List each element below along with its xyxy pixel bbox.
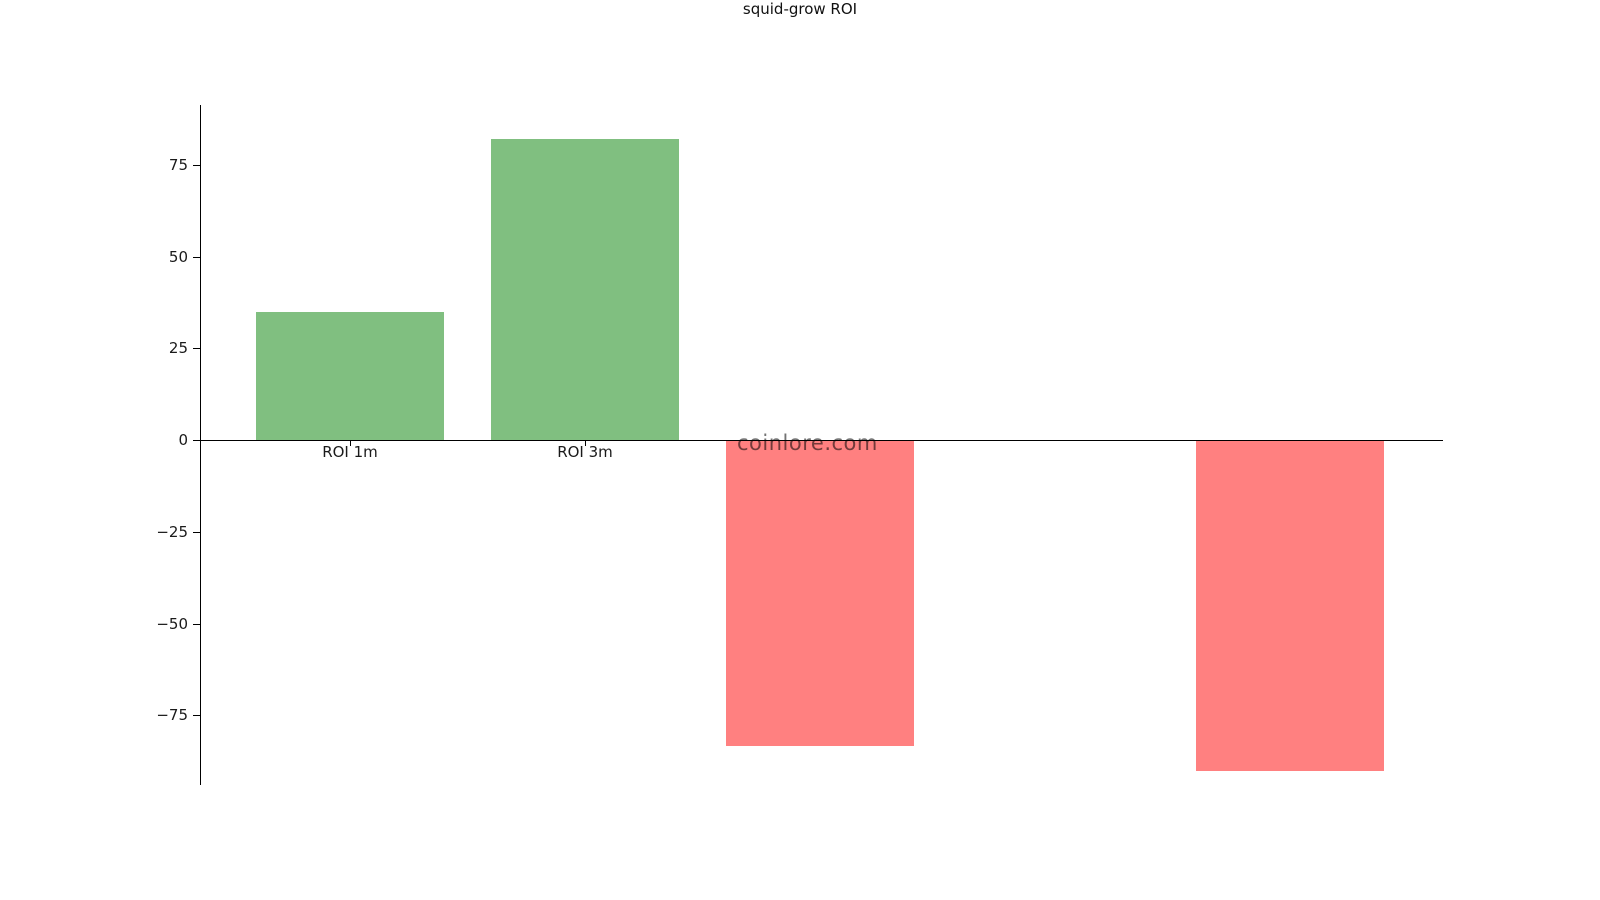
x-tick-label: ROI 3m [557, 443, 613, 461]
bar-roi-1m [256, 312, 444, 440]
bar-series-4 [1196, 441, 1384, 771]
y-tick-mark [193, 532, 200, 533]
y-tick-mark [193, 257, 200, 258]
y-tick-mark [193, 440, 200, 441]
bar-roi-3m [491, 139, 679, 440]
y-tick-mark [193, 715, 200, 716]
y-tick-label: −25 [156, 523, 188, 541]
y-tick-label: 75 [168, 156, 188, 174]
y-tick-label: 50 [168, 248, 188, 266]
y-tick-label: −75 [156, 706, 188, 724]
y-tick-mark [193, 165, 200, 166]
y-tick-mark [193, 624, 200, 625]
y-tick-label: −50 [156, 615, 188, 633]
x-axis-zero-line [200, 440, 1443, 441]
chart-title: squid-grow ROI [742, 0, 858, 18]
y-tick-label: 0 [178, 431, 188, 449]
watermark-text: coinlore.com [737, 431, 878, 455]
y-axis-spine [200, 105, 201, 785]
y-tick-mark [193, 348, 200, 349]
bar-series-2 [726, 441, 914, 746]
x-tick-label: ROI 1m [322, 443, 378, 461]
x-tick-mark [585, 440, 586, 446]
y-tick-label: 25 [168, 339, 188, 357]
x-tick-mark [350, 440, 351, 446]
